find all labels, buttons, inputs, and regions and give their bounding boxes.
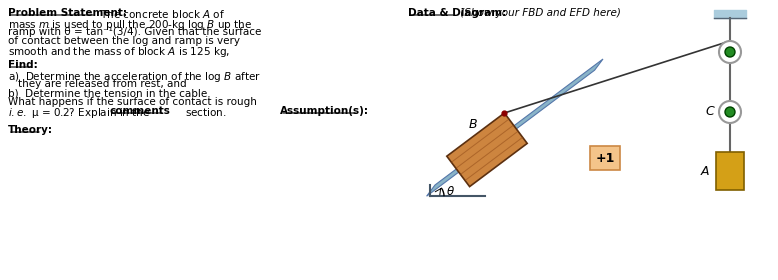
Text: Data & Diagram:: Data & Diagram:: [408, 8, 506, 18]
Circle shape: [725, 107, 735, 117]
Text: comments: comments: [109, 106, 170, 116]
Text: smooth and the mass of block $A$ is 125 kg,: smooth and the mass of block $A$ is 125 …: [8, 45, 230, 59]
Text: a)  Determine the acceleration of the log $B$ after: a) Determine the acceleration of the log…: [8, 70, 261, 84]
Polygon shape: [426, 59, 603, 196]
Text: Theory:: Theory:: [8, 125, 53, 135]
Circle shape: [719, 41, 741, 63]
Text: The concrete block $A$ of: The concrete block $A$ of: [97, 8, 225, 20]
Circle shape: [725, 47, 735, 57]
Text: +1: +1: [595, 151, 615, 165]
Text: mass $m$ is used to pull the 200-kg log $B$ up the: mass $m$ is used to pull the 200-kg log …: [8, 18, 252, 32]
FancyBboxPatch shape: [716, 152, 744, 190]
Circle shape: [719, 101, 741, 123]
Polygon shape: [447, 113, 527, 186]
Text: $i.e.$ μ = 0.2? Explain in the           section.: $i.e.$ μ = 0.2? Explain in the section.: [8, 106, 226, 120]
Text: Problem Statement:: Problem Statement:: [8, 8, 127, 18]
Text: What happens if the surface of contact is rough: What happens if the surface of contact i…: [8, 97, 257, 107]
Text: b)  Determine the tension in the cable.: b) Determine the tension in the cable.: [8, 88, 211, 98]
FancyBboxPatch shape: [590, 146, 620, 170]
Text: $B$: $B$: [468, 118, 478, 131]
Text: (Show your FBD and EFD here): (Show your FBD and EFD here): [457, 8, 621, 18]
Text: $A$: $A$: [699, 165, 710, 178]
Text: Assumption(s):: Assumption(s):: [280, 106, 369, 116]
Text: Find:: Find:: [8, 60, 38, 70]
Text: of contact between the log and ramp is very: of contact between the log and ramp is v…: [8, 36, 240, 46]
Text: $\theta$: $\theta$: [446, 185, 455, 198]
Text: ramp with θ = tan⁻¹(3/4). Given that the surface: ramp with θ = tan⁻¹(3/4). Given that the…: [8, 27, 261, 37]
Text: $C$: $C$: [706, 104, 716, 118]
Text: they are released from rest, and: they are released from rest, and: [18, 79, 187, 89]
